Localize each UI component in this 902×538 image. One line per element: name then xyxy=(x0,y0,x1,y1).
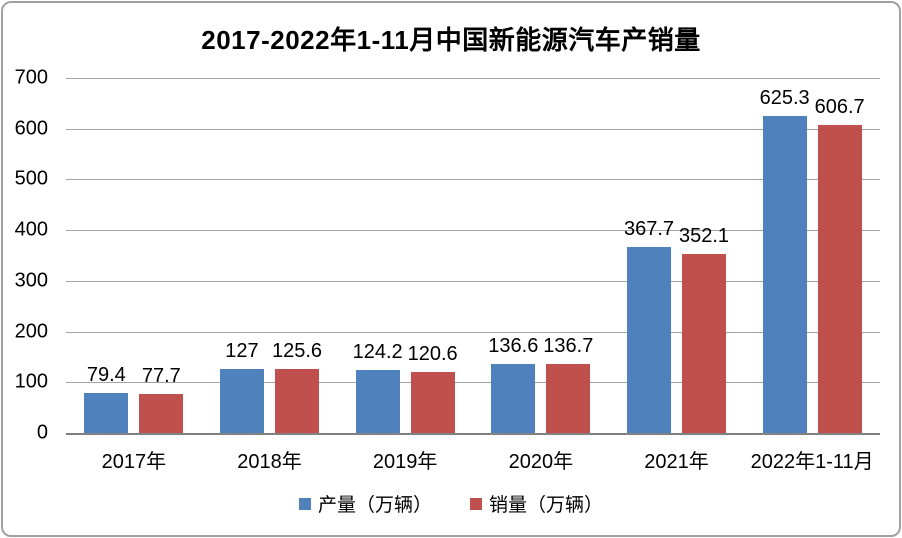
bar-production: 127 xyxy=(219,340,264,433)
legend: 产量（万辆） 销量（万辆） xyxy=(0,490,902,517)
data-label: 124.2 xyxy=(352,341,403,364)
bar-group: 367.7 352.1 2021年 xyxy=(609,78,745,473)
bar-production: 79.4 xyxy=(84,364,129,433)
bar-group: 625.3 606.7 2022年1-11月 xyxy=(744,78,880,473)
x-axis-category-label: 2018年 xyxy=(237,451,302,473)
gridline xyxy=(66,230,880,232)
legend-item-sales: 销量（万辆） xyxy=(470,490,603,517)
x-axis-category-label: 2021年 xyxy=(644,451,709,473)
bar-production: 367.7 xyxy=(624,218,674,433)
gridline xyxy=(66,280,880,282)
data-label: 79.4 xyxy=(86,363,126,386)
bar-sales: 77.7 xyxy=(139,365,184,433)
y-axis: 0 100 200 300 400 500 600 700 xyxy=(0,67,56,444)
bar-sales: 125.6 xyxy=(272,340,322,433)
x-axis-category-label: 2020年 xyxy=(508,451,574,473)
y-axis-tick-label: 0 xyxy=(36,421,48,444)
gridline xyxy=(66,382,880,384)
data-label: 625.3 xyxy=(759,86,810,109)
bar-sales: 136.7 xyxy=(543,335,593,433)
legend-swatch-sales xyxy=(470,497,482,510)
chart-title: 2017-2022年1-11月中国新能源汽车产销量 xyxy=(201,25,701,55)
x-axis-category-label: 2019年 xyxy=(372,451,438,473)
legend-label-production: 产量（万辆） xyxy=(317,495,432,516)
bar-group: 79.4 77.7 2017年 xyxy=(66,78,202,473)
data-label: 125.6 xyxy=(271,340,323,363)
y-axis-tick-label: 300 xyxy=(14,269,48,292)
gridline xyxy=(66,331,880,333)
bar-group: 136.6 136.7 2020年 xyxy=(473,78,609,473)
legend-item-production: 产量（万辆） xyxy=(298,490,432,517)
data-label: 127 xyxy=(225,339,259,362)
bar-sales: 606.7 xyxy=(815,96,865,433)
legend-swatch-production xyxy=(298,497,311,510)
data-label: 77.7 xyxy=(141,364,181,387)
bar-sales: 352.1 xyxy=(679,225,729,433)
bar-group: 127 125.6 2018年 xyxy=(202,78,338,473)
legend-label-sales: 销量（万辆） xyxy=(489,495,604,516)
bar-production: 136.6 xyxy=(488,335,538,433)
data-label: 606.7 xyxy=(814,96,865,119)
bar-production: 625.3 xyxy=(760,87,810,433)
gridline xyxy=(66,128,880,130)
bar-group: 124.2 120.6 2019年 xyxy=(337,78,473,473)
gridline xyxy=(66,78,880,79)
data-label: 136.6 xyxy=(488,334,539,357)
bar-production: 124.2 xyxy=(353,341,403,433)
y-axis-tick-label: 200 xyxy=(14,320,48,343)
data-label: 367.7 xyxy=(623,217,675,240)
data-label: 136.7 xyxy=(543,334,594,357)
y-axis-tick-label: 700 xyxy=(14,66,48,89)
x-axis-category-label: 2017年 xyxy=(101,451,167,473)
y-axis-tick-label: 500 xyxy=(14,167,48,190)
plot-area: 79.4 77.7 2017年 127 125.6 2018年 124.2 120.6 2019… xyxy=(66,78,880,473)
y-axis-tick-label: 400 xyxy=(14,218,48,241)
bar-sales: 120.6 xyxy=(408,343,458,433)
x-axis-category-label: 2022年1-11月 xyxy=(750,451,874,473)
gridline xyxy=(66,179,880,181)
y-axis-tick-label: 600 xyxy=(14,117,48,140)
data-label: 352.1 xyxy=(678,225,730,248)
data-label: 120.6 xyxy=(407,342,458,365)
y-axis-tick-label: 100 xyxy=(14,370,48,393)
